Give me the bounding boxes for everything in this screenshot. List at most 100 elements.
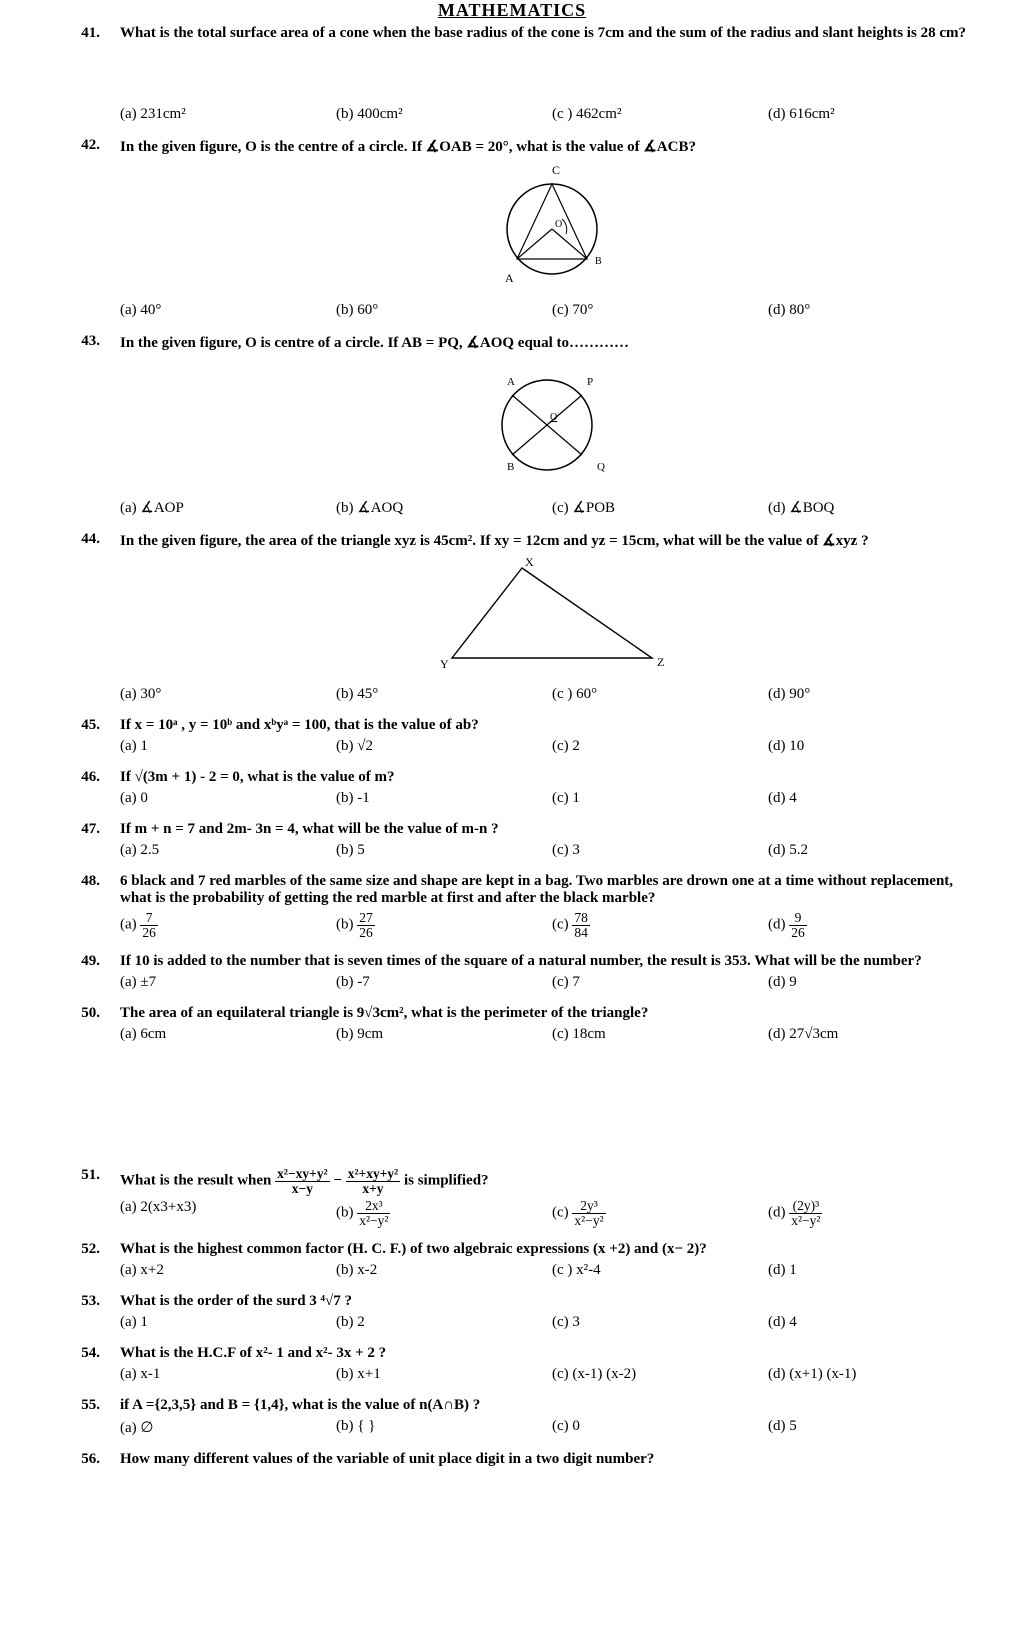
options-row: (a) 40°(b) 60°(c) 70°(d) 80°: [120, 302, 984, 319]
question-number: 51.: [40, 1167, 120, 1237]
question-number: 55.: [40, 1397, 120, 1447]
question-text: What is the total surface area of a cone…: [120, 25, 984, 42]
option: (c) 70°: [552, 302, 768, 319]
options-row: (a) 231cm²(b) 400cm²(c ) 462cm²(d) 616cm…: [120, 106, 984, 123]
option: (c) 18cm: [552, 1026, 768, 1043]
option: (d) 9: [768, 974, 984, 991]
option: (b) 9cm: [336, 1026, 552, 1043]
question-text: What is the H.C.F of x²- 1 and x²- 3x + …: [120, 1345, 984, 1362]
option: (d) 616cm²: [768, 106, 984, 123]
option: (c) 3: [552, 1314, 768, 1331]
question: 48.6 black and 7 red marbles of the same…: [40, 873, 984, 949]
option: (b) { }: [336, 1418, 552, 1437]
options-row: (a) 1(b) √2(c) 2(d) 10: [120, 738, 984, 755]
page-title: MATHEMATICS: [40, 0, 984, 21]
question: 53.What is the order of the surd 3 ⁴√7 ?…: [40, 1293, 984, 1341]
option: (c) 2y³x²−y²: [552, 1199, 768, 1227]
question-text: In the given figure, O is centre of a ci…: [120, 333, 984, 352]
question-number: 45.: [40, 717, 120, 765]
question-text: 6 black and 7 red marbles of the same si…: [120, 873, 984, 907]
options-row: (a) 1(b) 2(c) 3(d) 4: [120, 1314, 984, 1331]
question: 55.if A ={2,3,5} and B = {1,4}, what is …: [40, 1397, 984, 1447]
question: 43.In the given figure, O is centre of a…: [40, 333, 984, 527]
option: (c) ∡POB: [552, 498, 768, 517]
option: (a) 0: [120, 790, 336, 807]
question: 49.If 10 is added to the number that is …: [40, 953, 984, 1001]
question-text: if A ={2,3,5} and B = {1,4}, what is the…: [120, 1397, 984, 1414]
option: (b) 2: [336, 1314, 552, 1331]
question: 52.What is the highest common factor (H.…: [40, 1241, 984, 1289]
option: (b) 400cm²: [336, 106, 552, 123]
option: (b) ∡AOQ: [336, 498, 552, 517]
option: (b) 2x³x²−y²: [336, 1199, 552, 1227]
svg-text:P: P: [587, 376, 593, 388]
options-row: (a) 2.5(b) 5(c) 3(d) 5.2: [120, 842, 984, 859]
question-text: If x = 10ᵃ , y = 10ᵇ and xᵇyᵃ = 100, tha…: [120, 717, 984, 734]
question-number: 44.: [40, 531, 120, 713]
option: (c) 0: [552, 1418, 768, 1437]
question-number: 50.: [40, 1005, 120, 1163]
svg-text:O: O: [550, 412, 557, 423]
option: (b) -1: [336, 790, 552, 807]
question-number: 42.: [40, 137, 120, 329]
option: (b) 60°: [336, 302, 552, 319]
question-text: If 10 is added to the number that is sev…: [120, 953, 984, 970]
options-row: (a) 30°(b) 45°(c ) 60°(d) 90°: [120, 686, 984, 703]
options-row: (a) x-1(b) x+1(c) (x-1) (x-2)(d) (x+1) (…: [120, 1366, 984, 1383]
question-number: 41.: [40, 25, 120, 133]
option: (d) 926: [768, 911, 984, 939]
question-number: 48.: [40, 873, 120, 949]
option: (c ) x²-4: [552, 1262, 768, 1279]
option: (a) x-1: [120, 1366, 336, 1383]
svg-text:A: A: [505, 271, 514, 285]
options-row: (a) x+2(b) x-2(c ) x²-4(d) 1: [120, 1262, 984, 1279]
question-text: What is the order of the surd 3 ⁴√7 ?: [120, 1293, 984, 1310]
svg-text:C: C: [552, 164, 560, 177]
question: 42.In the given figure, O is the centre …: [40, 137, 984, 329]
options-row: (a) ∡AOP(b) ∡AOQ(c) ∡POB(d) ∡BOQ: [120, 498, 984, 517]
option: (d) 90°: [768, 686, 984, 703]
question: 46.If √(3m + 1) - 2 = 0, what is the val…: [40, 769, 984, 817]
option: (d) 5.2: [768, 842, 984, 859]
svg-text:Z: Z: [657, 655, 664, 669]
option: (d) 4: [768, 790, 984, 807]
option: (d) 10: [768, 738, 984, 755]
question-number: 56.: [40, 1451, 120, 1472]
question-text: What is the result when x²−xy+y²x−y − x²…: [120, 1167, 984, 1195]
option: (c) 7884: [552, 911, 768, 939]
option: (a) 2.5: [120, 842, 336, 859]
options-row: (a) ±7(b) -7(c) 7(d) 9: [120, 974, 984, 991]
svg-text:A: A: [507, 376, 515, 388]
figure-circle-abpq: O A P B Q: [457, 360, 647, 490]
option: (d) (x+1) (x-1): [768, 1366, 984, 1383]
option: (a) 1: [120, 738, 336, 755]
question-number: 54.: [40, 1345, 120, 1393]
svg-text:Y: Y: [440, 657, 449, 671]
option: (b) x-2: [336, 1262, 552, 1279]
option: (a) x+2: [120, 1262, 336, 1279]
option: (d) (2y)³x²−y²: [768, 1199, 984, 1227]
question: 41.What is the total surface area of a c…: [40, 25, 984, 133]
option: (d) 27√3cm: [768, 1026, 984, 1043]
question-number: 47.: [40, 821, 120, 869]
question-number: 46.: [40, 769, 120, 817]
option: (c) (x-1) (x-2): [552, 1366, 768, 1383]
option: (a) 231cm²: [120, 106, 336, 123]
question-text: The area of an equilateral triangle is 9…: [120, 1005, 984, 1022]
question-number: 49.: [40, 953, 120, 1001]
figure-triangle-xyz: X Y Z: [422, 558, 682, 678]
option: (a) 1: [120, 1314, 336, 1331]
svg-text:Q: Q: [597, 461, 605, 473]
question-number: 43.: [40, 333, 120, 527]
question-number: 53.: [40, 1293, 120, 1341]
option: (c) 1: [552, 790, 768, 807]
option: (a) ∅: [120, 1418, 336, 1437]
question: 51.What is the result when x²−xy+y²x−y −…: [40, 1167, 984, 1237]
svg-text:O: O: [555, 219, 562, 230]
option: (c ) 60°: [552, 686, 768, 703]
figure-circle-oab: C O A B: [477, 164, 627, 294]
option: (b) √2: [336, 738, 552, 755]
question-text: If √(3m + 1) - 2 = 0, what is the value …: [120, 769, 984, 786]
option: (d) ∡BOQ: [768, 498, 984, 517]
question-text: In the given figure, O is the centre of …: [120, 137, 984, 156]
